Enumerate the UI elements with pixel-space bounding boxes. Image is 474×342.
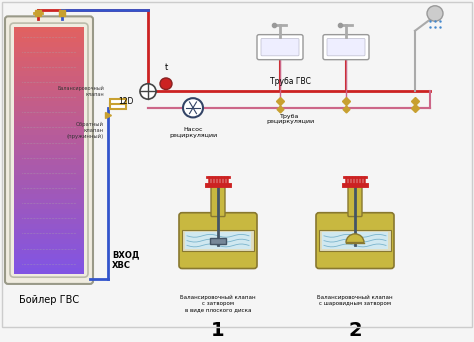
Bar — [14, 126, 84, 131]
Bar — [14, 106, 84, 111]
Bar — [14, 140, 84, 146]
Bar — [14, 116, 84, 121]
Bar — [14, 214, 84, 220]
Circle shape — [427, 6, 443, 21]
Bar — [14, 27, 84, 32]
Text: ВХОД
ХВС: ВХОД ХВС — [112, 250, 139, 269]
Bar — [14, 259, 84, 264]
FancyBboxPatch shape — [316, 213, 394, 268]
Bar — [185, 232, 251, 249]
Bar — [14, 185, 84, 190]
FancyBboxPatch shape — [261, 39, 299, 56]
Bar — [14, 47, 84, 52]
Bar — [14, 91, 84, 96]
Text: Бойлер ГВС: Бойлер ГВС — [19, 294, 79, 304]
FancyBboxPatch shape — [323, 35, 369, 60]
Bar — [14, 62, 84, 67]
Bar — [14, 135, 84, 141]
FancyBboxPatch shape — [348, 186, 362, 216]
Text: Насос
рециркуляции: Насос рециркуляции — [169, 127, 217, 138]
Bar — [14, 52, 84, 57]
Bar — [14, 32, 84, 37]
Bar — [322, 232, 388, 249]
Bar — [14, 111, 84, 116]
Bar — [14, 224, 84, 229]
Bar — [14, 199, 84, 205]
Bar — [14, 71, 84, 77]
Bar — [182, 230, 254, 251]
Bar — [14, 101, 84, 106]
Bar — [14, 121, 84, 126]
Bar — [14, 130, 84, 136]
Bar — [14, 155, 84, 160]
Bar — [319, 230, 391, 251]
FancyBboxPatch shape — [5, 16, 93, 284]
FancyBboxPatch shape — [210, 238, 226, 244]
Bar — [14, 205, 84, 210]
Bar — [14, 234, 84, 239]
Bar — [14, 175, 84, 180]
Wedge shape — [346, 234, 364, 242]
Bar — [14, 180, 84, 185]
Text: Труба ГВС: Труба ГВС — [270, 77, 310, 86]
Bar — [14, 195, 84, 200]
Bar — [14, 229, 84, 234]
Bar — [14, 189, 84, 195]
Bar — [14, 37, 84, 42]
Text: 1: 1 — [211, 321, 225, 340]
Text: Балансировочный клапан
с шаровидным затвором: Балансировочный клапан с шаровидным затв… — [317, 294, 393, 306]
Bar — [14, 209, 84, 215]
Bar — [14, 81, 84, 87]
Bar — [14, 150, 84, 156]
Text: t: t — [164, 63, 168, 72]
FancyBboxPatch shape — [179, 213, 257, 268]
Text: 2: 2 — [348, 321, 362, 340]
Bar — [14, 96, 84, 101]
Bar — [14, 254, 84, 259]
Bar — [14, 249, 84, 254]
Text: Балансировочный
клапан: Балансировочный клапан — [57, 86, 104, 97]
Bar — [14, 56, 84, 62]
Circle shape — [183, 98, 203, 117]
Circle shape — [160, 78, 172, 90]
Bar — [14, 76, 84, 82]
Bar — [14, 263, 84, 269]
Bar — [14, 170, 84, 175]
Text: Труба
рециркуляции: Труба рециркуляции — [266, 114, 314, 124]
Bar — [14, 145, 84, 150]
Circle shape — [140, 84, 156, 99]
Bar — [14, 66, 84, 72]
Bar — [14, 219, 84, 225]
Text: Балансировочный клапан
с затвором
в виде плоского диска: Балансировочный клапан с затвором в виде… — [180, 294, 256, 312]
Text: Обратный
клапан
(пружинный): Обратный клапан (пружинный) — [67, 122, 104, 139]
Bar — [14, 239, 84, 244]
Bar — [14, 86, 84, 92]
Bar — [14, 268, 84, 274]
FancyBboxPatch shape — [211, 186, 225, 216]
Bar — [14, 42, 84, 47]
Bar — [14, 165, 84, 170]
Bar — [14, 244, 84, 249]
FancyBboxPatch shape — [110, 99, 126, 109]
FancyBboxPatch shape — [257, 35, 303, 60]
FancyBboxPatch shape — [327, 39, 365, 56]
Text: 12D: 12D — [118, 97, 134, 106]
Bar — [14, 160, 84, 166]
